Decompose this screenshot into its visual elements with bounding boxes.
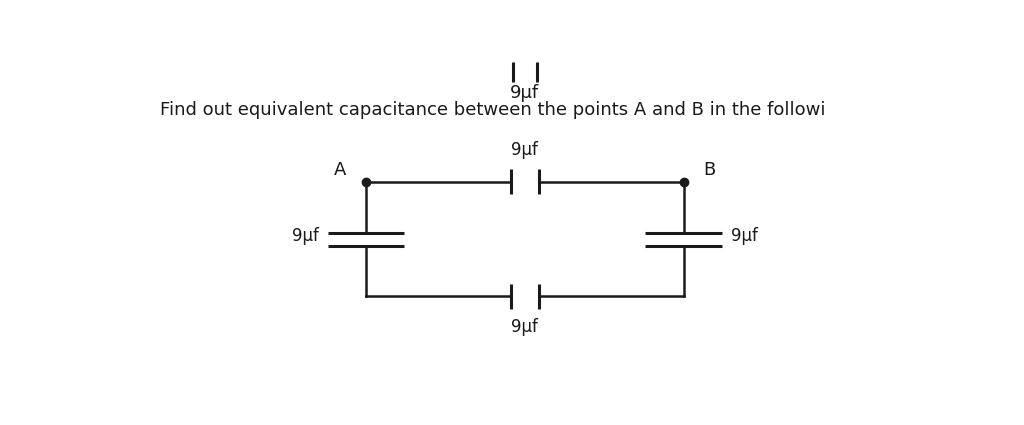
- Text: 9μf: 9μf: [292, 227, 318, 245]
- Text: 9μf: 9μf: [511, 318, 539, 336]
- Text: 9μf: 9μf: [510, 84, 540, 102]
- Text: B: B: [703, 161, 716, 178]
- Text: 9μf: 9μf: [731, 227, 758, 245]
- Text: A: A: [334, 161, 346, 178]
- Text: 9μf: 9μf: [511, 141, 539, 159]
- Text: Find out equivalent capacitance between the points A and B in the followi: Find out equivalent capacitance between …: [160, 101, 825, 119]
